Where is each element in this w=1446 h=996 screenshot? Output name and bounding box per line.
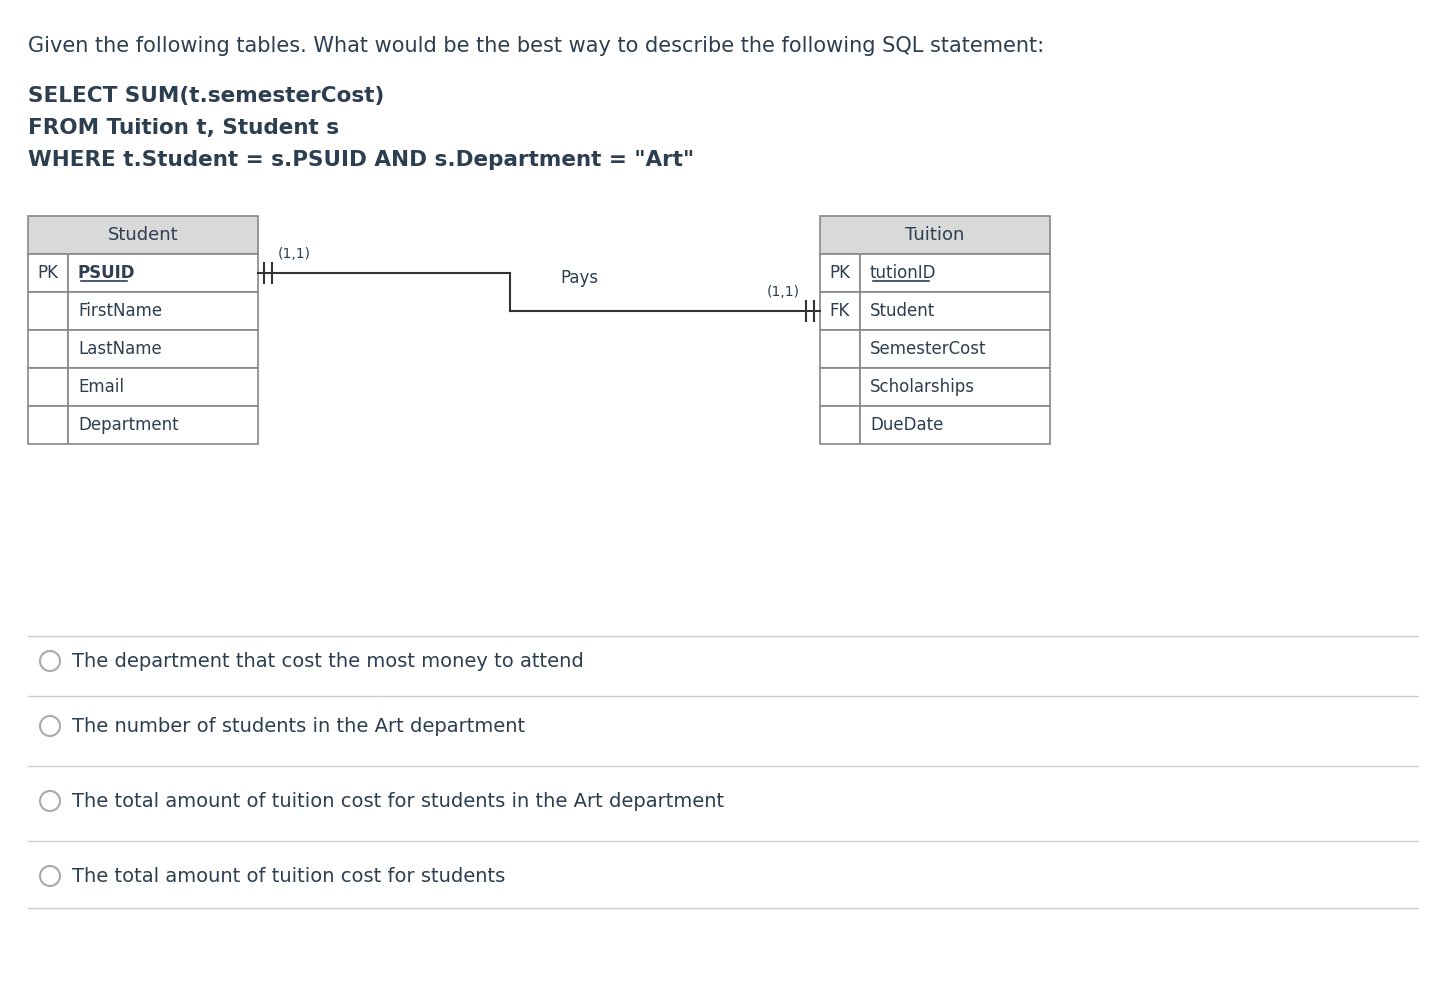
Text: FROM Tuition t, Student s: FROM Tuition t, Student s [27, 118, 340, 138]
FancyBboxPatch shape [27, 292, 68, 330]
Text: SELECT SUM(t.semesterCost): SELECT SUM(t.semesterCost) [27, 86, 385, 106]
FancyBboxPatch shape [860, 254, 1050, 292]
Circle shape [40, 866, 59, 886]
Text: PK: PK [38, 264, 58, 282]
FancyBboxPatch shape [820, 254, 860, 292]
Text: (1,1): (1,1) [766, 285, 800, 299]
FancyBboxPatch shape [820, 406, 860, 444]
FancyBboxPatch shape [68, 330, 257, 368]
Text: (1,1): (1,1) [278, 247, 311, 261]
Text: tutionID: tutionID [870, 264, 937, 282]
Text: LastName: LastName [78, 340, 162, 358]
Text: Email: Email [78, 378, 124, 396]
FancyBboxPatch shape [860, 406, 1050, 444]
Text: Department: Department [78, 416, 179, 434]
Circle shape [40, 791, 59, 811]
FancyBboxPatch shape [860, 330, 1050, 368]
FancyBboxPatch shape [68, 406, 257, 444]
FancyBboxPatch shape [68, 368, 257, 406]
Text: The department that cost the most money to attend: The department that cost the most money … [72, 651, 584, 670]
FancyBboxPatch shape [27, 216, 257, 254]
FancyBboxPatch shape [860, 292, 1050, 330]
Text: FirstName: FirstName [78, 302, 162, 320]
Text: Scholarships: Scholarships [870, 378, 975, 396]
Text: Student: Student [870, 302, 936, 320]
Text: FK: FK [830, 302, 850, 320]
FancyBboxPatch shape [860, 368, 1050, 406]
FancyBboxPatch shape [820, 292, 860, 330]
FancyBboxPatch shape [820, 330, 860, 368]
FancyBboxPatch shape [820, 368, 860, 406]
FancyBboxPatch shape [27, 368, 68, 406]
FancyBboxPatch shape [27, 254, 68, 292]
Text: Pays: Pays [560, 269, 599, 287]
Text: The total amount of tuition cost for students: The total amount of tuition cost for stu… [72, 867, 505, 885]
Text: The total amount of tuition cost for students in the Art department: The total amount of tuition cost for stu… [72, 792, 724, 811]
FancyBboxPatch shape [27, 330, 68, 368]
Circle shape [40, 651, 59, 671]
FancyBboxPatch shape [27, 406, 68, 444]
FancyBboxPatch shape [68, 292, 257, 330]
Circle shape [40, 716, 59, 736]
FancyBboxPatch shape [820, 216, 1050, 254]
Text: Tuition: Tuition [905, 226, 964, 244]
Text: The number of students in the Art department: The number of students in the Art depart… [72, 716, 525, 735]
FancyBboxPatch shape [68, 254, 257, 292]
Text: SemesterCost: SemesterCost [870, 340, 986, 358]
Text: Student: Student [107, 226, 178, 244]
Text: DueDate: DueDate [870, 416, 943, 434]
Text: PK: PK [830, 264, 850, 282]
Text: WHERE t.Student = s.PSUID AND s.Department = "Art": WHERE t.Student = s.PSUID AND s.Departme… [27, 150, 694, 170]
Text: PSUID: PSUID [78, 264, 136, 282]
Text: Given the following tables. What would be the best way to describe the following: Given the following tables. What would b… [27, 36, 1044, 56]
